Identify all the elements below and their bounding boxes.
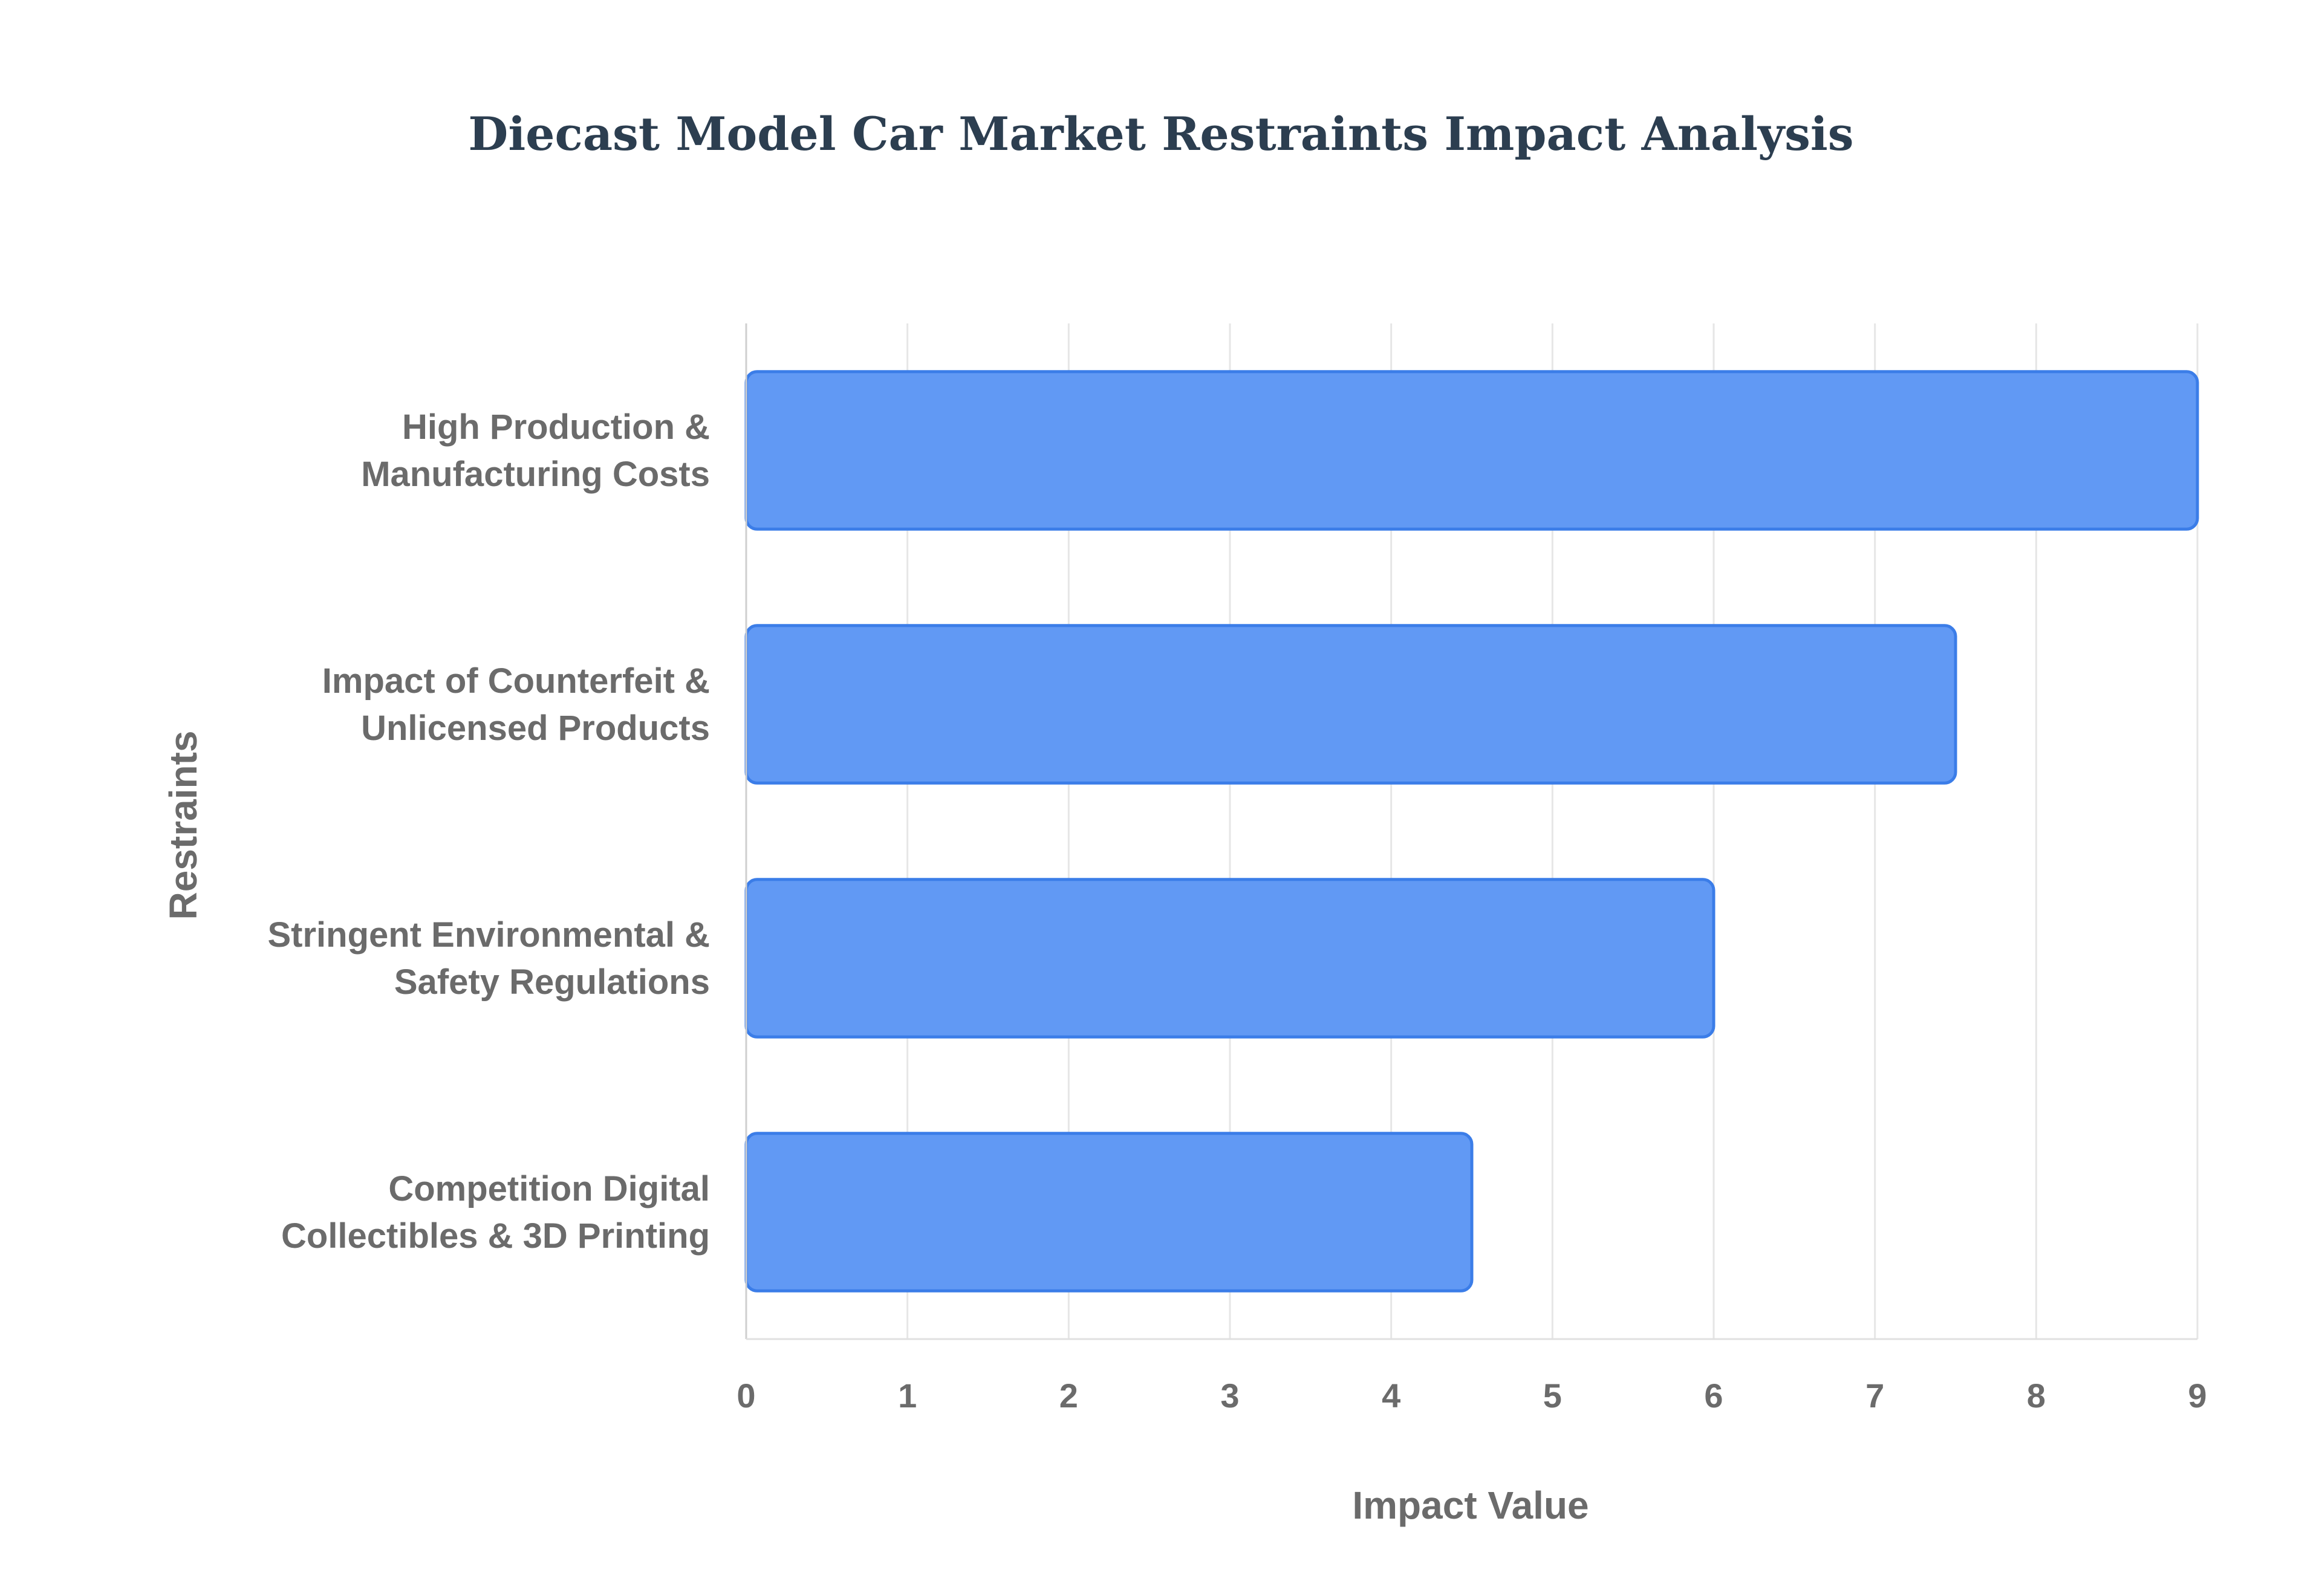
- x-tick-label: 6: [1704, 1377, 1723, 1415]
- x-tick-label: 3: [1220, 1377, 1239, 1415]
- y-axis-title: Restraints: [161, 731, 205, 920]
- category-label: Competition Digital Collectibles & 3D Pri…: [281, 1169, 710, 1256]
- x-axis-title: Impact Value: [1352, 1484, 1589, 1527]
- category-label-line: Competition Digital: [388, 1169, 710, 1208]
- category-label-line: High Production &: [402, 407, 710, 447]
- category-label-line: Unlicensed Products: [361, 709, 710, 748]
- category-label-line: Safety Regulations: [394, 962, 710, 1002]
- x-tick-label: 2: [1059, 1377, 1078, 1415]
- axes: [745, 323, 2197, 1340]
- bar: [744, 1132, 1474, 1293]
- x-tick-label: 5: [1543, 1377, 1562, 1415]
- category-label: Impact of Counterfeit & Unlicensed Produc…: [322, 661, 710, 748]
- chart-title: Diecast Model Car Market Restraints Impa…: [468, 107, 1853, 161]
- bars: [744, 370, 2199, 1293]
- x-tick-label: 7: [1865, 1377, 1884, 1415]
- y-category-labels: High Production & Manufacturing Costs Impa…: [267, 407, 710, 1256]
- category-label: Stringent Environmental & Safety Regulati…: [267, 915, 710, 1002]
- category-label: High Production & Manufacturing Costs: [361, 407, 710, 494]
- x-tick-label: 1: [898, 1377, 917, 1415]
- x-tick-label: 0: [737, 1377, 755, 1415]
- x-tick-label: 8: [2027, 1377, 2046, 1415]
- bar: [744, 370, 2199, 531]
- x-tick-label: 4: [1382, 1377, 1400, 1415]
- category-label-line: Impact of Counterfeit &: [322, 661, 710, 701]
- category-label-line: Collectibles & 3D Printing: [281, 1216, 710, 1256]
- x-tick-label: 9: [2188, 1377, 2207, 1415]
- x-tick-labels: 0 1 2 3 4 5 6 7 8 9: [737, 1377, 2207, 1415]
- bar: [744, 624, 1957, 785]
- bar: [744, 878, 1715, 1039]
- category-label-line: Stringent Environmental &: [267, 915, 710, 955]
- category-label-line: Manufacturing Costs: [361, 455, 710, 494]
